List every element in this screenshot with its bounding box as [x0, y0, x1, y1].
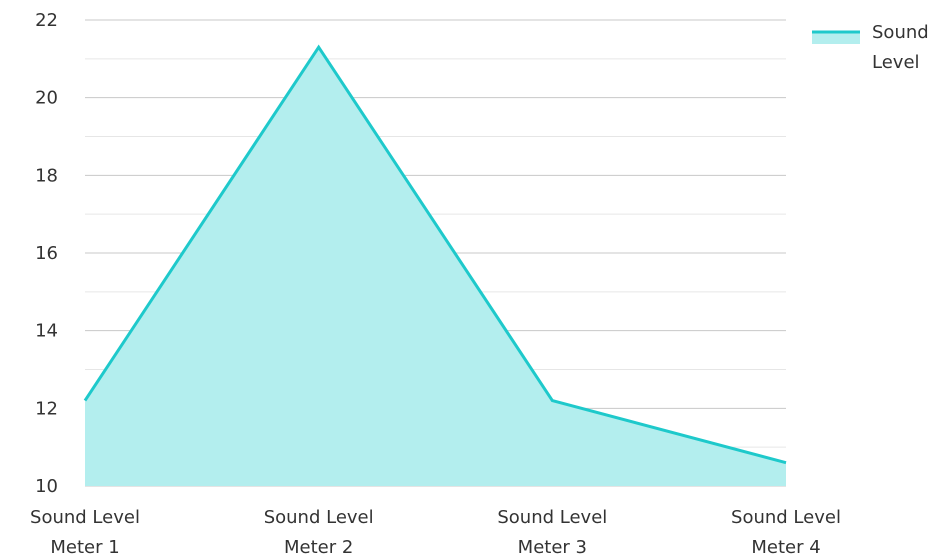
y-tick-label: 16: [35, 243, 58, 264]
legend[interactable]: Sound Level: [812, 22, 929, 73]
x-axis: Sound Level Meter 1 Sound Level Meter 2 Soun…: [30, 507, 841, 558]
x-tick-label: Sound Level Meter 2: [264, 507, 374, 558]
x-tick-label: Sound Level Meter 3: [497, 507, 607, 558]
legend-label-line-2: Level: [872, 52, 920, 73]
y-axis: 10 12 14 16 18 20 22: [35, 10, 58, 497]
y-tick-label: 12: [35, 398, 58, 419]
series-area-fill: [85, 47, 786, 486]
y-tick-label: 10: [35, 476, 58, 497]
x-tick-label: Sound Level Meter 1: [30, 507, 140, 558]
legend-label-line-1: Sound: [872, 22, 929, 43]
series-area: [83, 44, 787, 486]
x-tick-label: Sound Level Meter 4: [731, 507, 841, 558]
legend-swatch-fill: [812, 32, 860, 44]
y-tick-label: 18: [35, 165, 58, 186]
y-tick-label: 22: [35, 10, 58, 31]
y-tick-label: 20: [35, 88, 58, 109]
series-line: [83, 44, 787, 465]
y-tick-label: 14: [35, 321, 58, 342]
